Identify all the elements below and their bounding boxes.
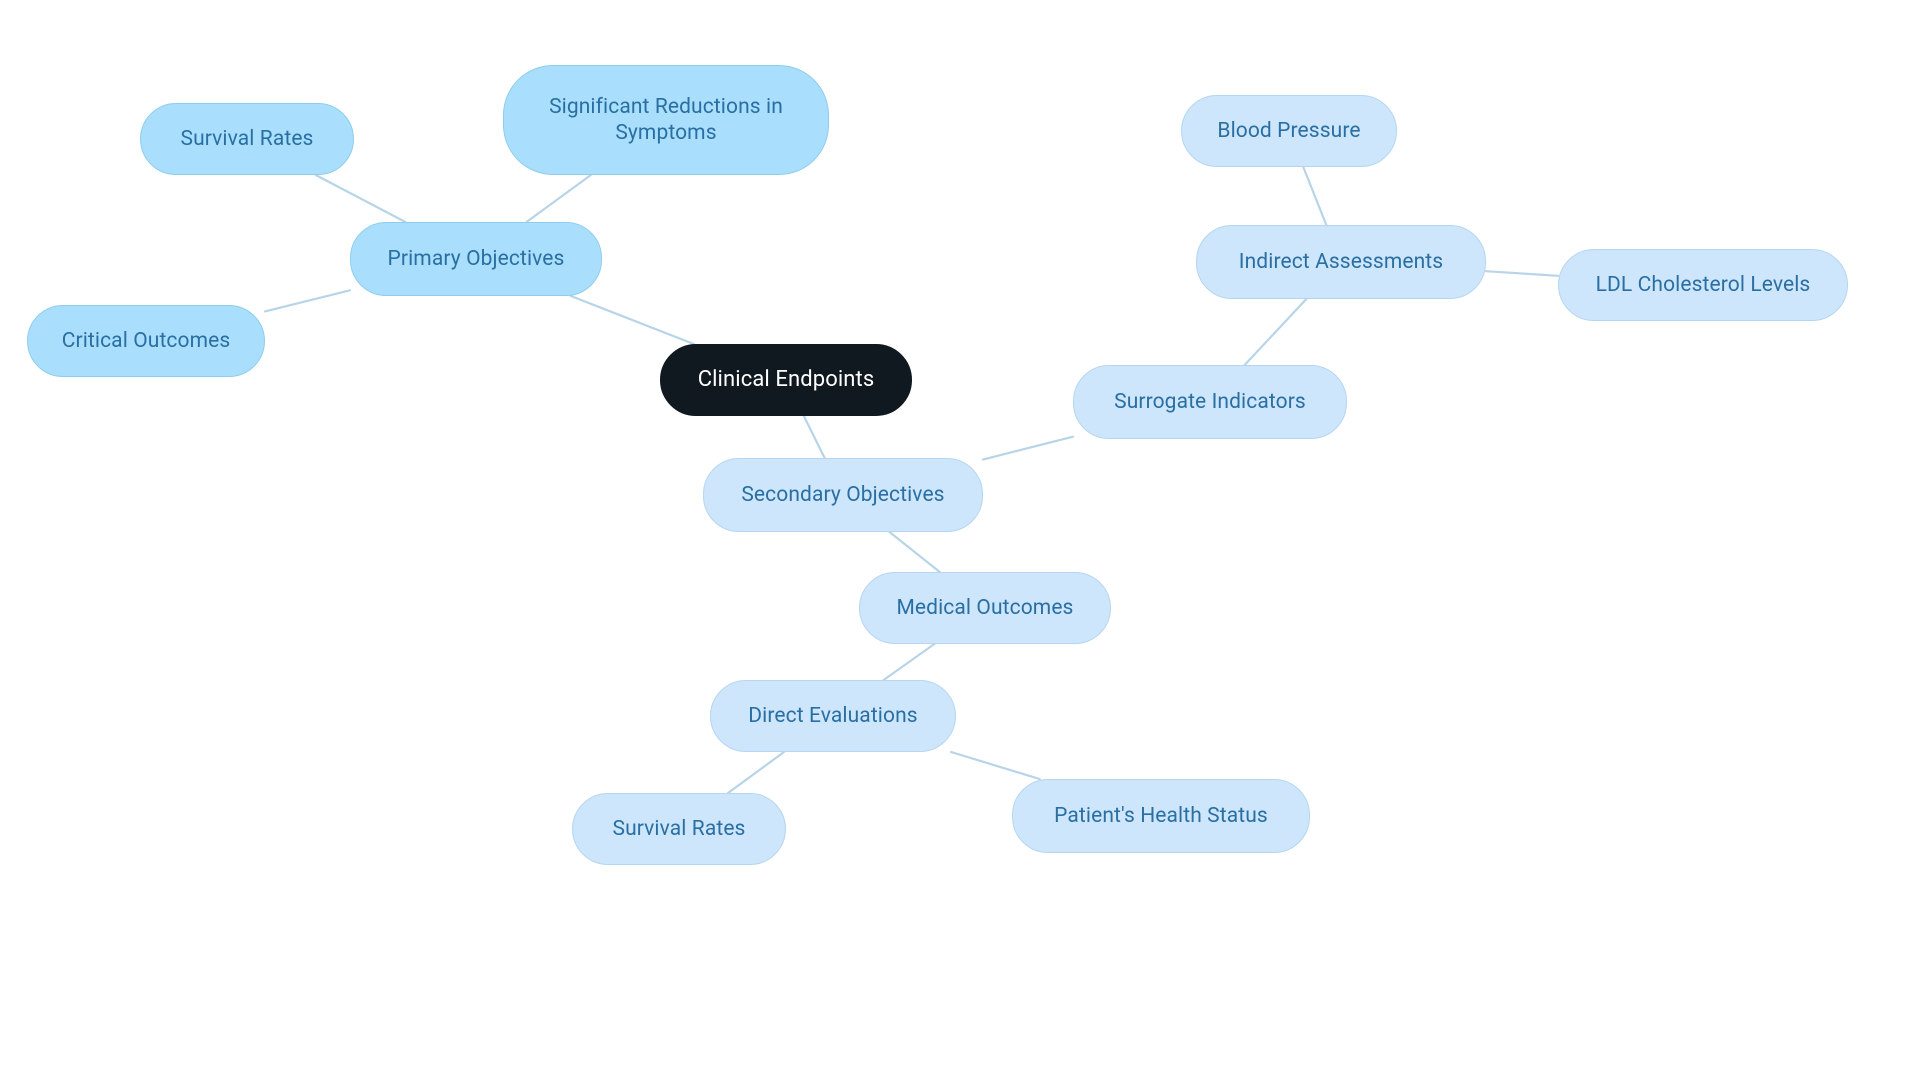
edge (316, 175, 406, 222)
edge (1245, 299, 1307, 365)
node-label: Patient's Health Status (1054, 803, 1268, 829)
node-surrogate: Surrogate Indicators (1073, 365, 1347, 439)
node-bp: Blood Pressure (1181, 95, 1397, 167)
node-label: Survival Rates (181, 126, 314, 152)
edge (983, 437, 1073, 460)
node-direct: Direct Evaluations (710, 680, 956, 752)
node-secondary: Secondary Objectives (703, 458, 983, 532)
node-label: LDL Cholesterol Levels (1596, 272, 1811, 298)
edge (889, 532, 939, 572)
node-label: Secondary Objectives (741, 482, 944, 508)
node-label: Indirect Assessments (1239, 249, 1443, 275)
edge (265, 290, 350, 311)
node-label: Surrogate Indicators (1114, 389, 1306, 415)
node-reductions: Significant Reductions in Symptoms (503, 65, 829, 175)
edge (884, 644, 935, 680)
edge (951, 752, 1040, 779)
node-label: Critical Outcomes (62, 328, 231, 354)
edge (571, 296, 694, 344)
edge (1486, 271, 1558, 276)
edge (804, 416, 825, 458)
node-primary: Primary Objectives (350, 222, 602, 296)
node-label: Survival Rates (613, 816, 746, 842)
node-label: Direct Evaluations (748, 703, 917, 729)
node-label: Primary Objectives (388, 246, 565, 272)
node-survival1: Survival Rates (140, 103, 354, 175)
edge (1303, 167, 1326, 225)
node-indirect: Indirect Assessments (1196, 225, 1486, 299)
node-critical: Critical Outcomes (27, 305, 265, 377)
diagram-canvas: Clinical Endpoints Primary Objectives Surv… (0, 0, 1920, 1083)
node-ldl: LDL Cholesterol Levels (1558, 249, 1848, 321)
node-label: Blood Pressure (1217, 118, 1360, 144)
node-medoutcomes: Medical Outcomes (859, 572, 1111, 644)
edge (728, 752, 784, 793)
node-label: Significant Reductions in Symptoms (549, 94, 783, 147)
edge (527, 175, 591, 222)
node-label: Medical Outcomes (896, 595, 1073, 621)
node-patientstat: Patient's Health Status (1012, 779, 1310, 853)
node-survival2: Survival Rates (572, 793, 786, 865)
node-label: Clinical Endpoints (698, 366, 875, 394)
node-root: Clinical Endpoints (660, 344, 912, 416)
